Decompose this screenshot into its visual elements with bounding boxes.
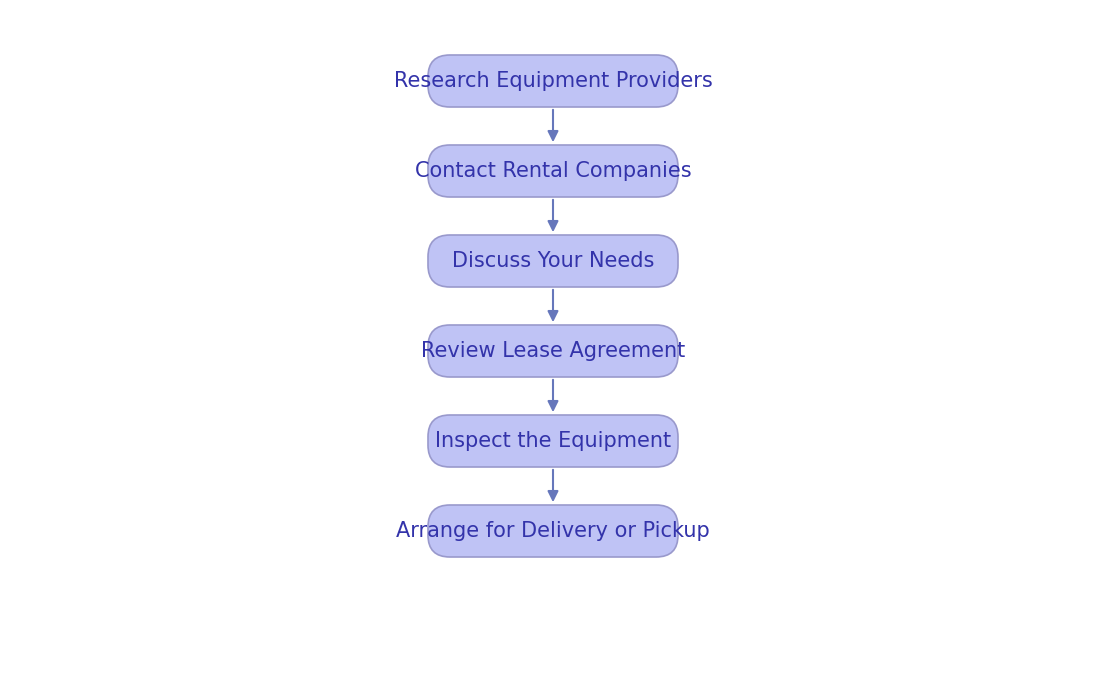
FancyBboxPatch shape (428, 505, 678, 557)
Text: Inspect the Equipment: Inspect the Equipment (435, 431, 671, 451)
Text: Discuss Your Needs: Discuss Your Needs (451, 251, 654, 271)
Text: Contact Rental Companies: Contact Rental Companies (414, 161, 691, 181)
FancyBboxPatch shape (428, 145, 678, 197)
FancyBboxPatch shape (428, 325, 678, 377)
FancyBboxPatch shape (428, 235, 678, 287)
Text: Research Equipment Providers: Research Equipment Providers (393, 71, 712, 91)
Text: Arrange for Delivery or Pickup: Arrange for Delivery or Pickup (396, 521, 710, 541)
Text: Review Lease Agreement: Review Lease Agreement (421, 341, 685, 361)
FancyBboxPatch shape (428, 415, 678, 467)
FancyBboxPatch shape (428, 55, 678, 107)
